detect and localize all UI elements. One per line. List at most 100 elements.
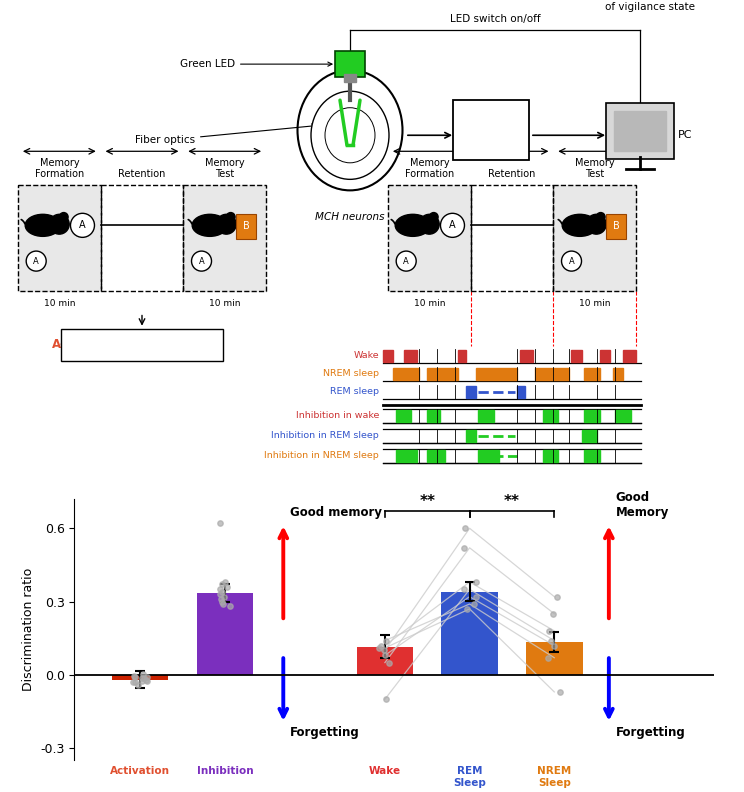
Point xyxy=(129,671,141,683)
Point xyxy=(380,634,392,647)
Point xyxy=(216,585,228,598)
Bar xyxy=(466,430,476,442)
Ellipse shape xyxy=(562,215,597,236)
Circle shape xyxy=(226,212,235,222)
Point xyxy=(468,598,480,611)
Circle shape xyxy=(60,212,68,222)
Point xyxy=(132,678,144,691)
Bar xyxy=(520,350,533,362)
Bar xyxy=(183,185,266,291)
FancyBboxPatch shape xyxy=(62,329,222,360)
Bar xyxy=(356,647,413,675)
FancyBboxPatch shape xyxy=(453,101,529,160)
Bar xyxy=(344,74,356,82)
Bar xyxy=(526,642,583,675)
Ellipse shape xyxy=(395,215,430,236)
Point xyxy=(469,590,481,603)
Circle shape xyxy=(562,251,582,271)
Bar xyxy=(476,367,517,379)
Point xyxy=(458,542,469,554)
Text: Activation: Activation xyxy=(52,338,120,351)
Text: Wake: Wake xyxy=(353,351,379,360)
Text: NREM
Sleep: NREM Sleep xyxy=(537,767,571,788)
Point xyxy=(216,578,228,591)
Point xyxy=(379,649,391,661)
Text: REM
Sleep: REM Sleep xyxy=(453,767,486,788)
Point xyxy=(215,592,227,605)
Point xyxy=(138,668,150,680)
Point xyxy=(548,607,559,620)
Point xyxy=(545,634,557,647)
Point xyxy=(127,676,139,688)
Circle shape xyxy=(429,212,438,222)
Bar xyxy=(100,185,183,291)
Bar xyxy=(614,111,666,151)
Circle shape xyxy=(49,215,69,234)
Point xyxy=(554,686,565,699)
Circle shape xyxy=(596,212,605,222)
Bar xyxy=(396,450,417,462)
Text: B: B xyxy=(613,222,620,231)
Point xyxy=(458,583,470,596)
Text: NREM sleep: NREM sleep xyxy=(323,369,379,379)
Point xyxy=(128,670,140,683)
Point xyxy=(216,596,228,608)
Bar xyxy=(466,386,476,398)
Text: A: A xyxy=(33,257,39,265)
Text: A: A xyxy=(199,257,205,265)
Bar xyxy=(183,185,266,291)
Bar xyxy=(458,350,466,362)
Point xyxy=(136,675,148,687)
Bar xyxy=(554,185,636,291)
Text: Memory
Test: Memory Test xyxy=(575,158,615,179)
Point xyxy=(141,675,153,687)
Bar xyxy=(396,409,411,422)
Bar xyxy=(383,350,394,362)
Point xyxy=(542,651,554,664)
Text: Fiber optics: Fiber optics xyxy=(135,124,316,145)
Point xyxy=(218,590,230,603)
Circle shape xyxy=(191,251,211,271)
Bar xyxy=(615,409,631,422)
Text: Good
Memory: Good Memory xyxy=(615,490,669,519)
Point xyxy=(214,517,225,530)
Ellipse shape xyxy=(192,215,228,236)
Circle shape xyxy=(26,251,46,271)
FancyBboxPatch shape xyxy=(335,51,365,77)
Text: Memory
Formation: Memory Formation xyxy=(35,158,84,179)
Ellipse shape xyxy=(298,70,403,190)
Text: Retention: Retention xyxy=(118,169,166,179)
Text: A: A xyxy=(568,257,574,265)
Point xyxy=(382,657,394,669)
Text: Inhibition in NREM sleep: Inhibition in NREM sleep xyxy=(264,451,379,460)
Bar xyxy=(478,450,499,462)
Text: /: / xyxy=(123,338,127,351)
Text: A: A xyxy=(79,220,86,230)
Point xyxy=(548,639,560,652)
Ellipse shape xyxy=(325,108,375,163)
Bar xyxy=(543,450,559,462)
Text: Forgetting: Forgetting xyxy=(615,726,685,739)
Point xyxy=(129,676,141,688)
Bar xyxy=(584,409,600,422)
Text: Inhibition: Inhibition xyxy=(196,767,253,776)
Bar xyxy=(584,367,600,379)
Bar xyxy=(478,409,494,422)
Text: **: ** xyxy=(420,493,435,508)
Text: B: B xyxy=(243,222,249,231)
Text: PC: PC xyxy=(678,130,693,140)
Bar xyxy=(517,386,525,398)
Bar xyxy=(427,450,445,462)
Point xyxy=(141,671,153,683)
Text: REM sleep: REM sleep xyxy=(330,387,379,396)
Bar xyxy=(600,350,610,362)
Text: Wake: Wake xyxy=(369,767,401,776)
Point xyxy=(380,693,392,706)
Circle shape xyxy=(71,213,94,238)
Text: A: A xyxy=(403,257,409,265)
Bar xyxy=(571,350,582,362)
Text: **: ** xyxy=(504,493,520,508)
Text: EEG・EMG: EEG・EMG xyxy=(464,130,519,140)
Point xyxy=(214,588,226,600)
Bar xyxy=(427,367,458,379)
